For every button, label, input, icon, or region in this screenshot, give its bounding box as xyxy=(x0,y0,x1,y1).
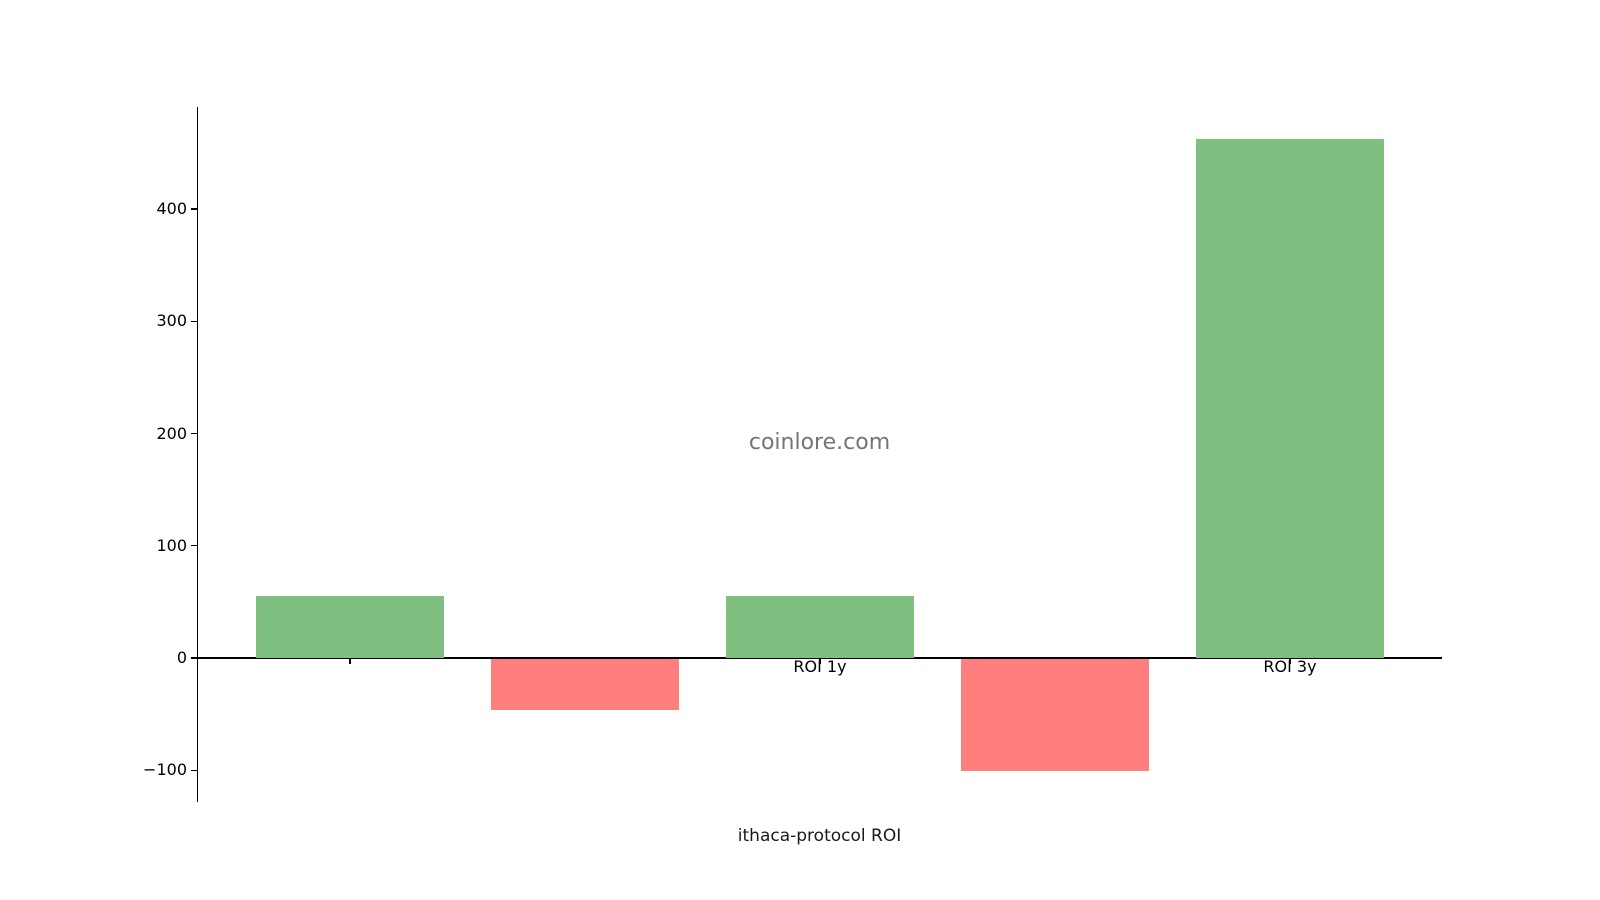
x-axis-zero-line xyxy=(197,657,1442,659)
y-tick-mark xyxy=(191,545,197,547)
x-tick-mark xyxy=(819,658,821,664)
x-tick-mark xyxy=(349,658,351,664)
y-tick-label: 0 xyxy=(176,648,187,667)
y-tick-label: −100 xyxy=(143,760,187,780)
y-tick-label: 100 xyxy=(156,535,187,555)
bar-ROI 3y xyxy=(1196,139,1384,658)
chart-title-xlabel: ithaca-protocol ROI xyxy=(737,826,902,846)
x-tick-mark xyxy=(1289,658,1291,664)
y-tick-mark xyxy=(191,769,197,771)
y-tick-mark xyxy=(191,432,197,435)
y-tick-mark xyxy=(191,208,197,210)
y-tick-label: 200 xyxy=(156,423,187,443)
bar-period-2 xyxy=(491,659,679,710)
bar-ROI 1y xyxy=(726,596,914,658)
x-tick-label: ROI 1y xyxy=(793,657,847,676)
y-axis-spine xyxy=(197,107,199,802)
x-tick-label: ROI 3y xyxy=(1263,657,1317,676)
y-tick-mark xyxy=(191,320,197,322)
y-tick-label: 300 xyxy=(156,311,187,331)
bar-period-4 xyxy=(961,659,1149,772)
y-tick-label: 400 xyxy=(156,199,187,218)
watermark-text: coinlore.com xyxy=(748,430,891,455)
bar-period-1 xyxy=(256,596,444,658)
y-tick-mark xyxy=(191,657,197,659)
